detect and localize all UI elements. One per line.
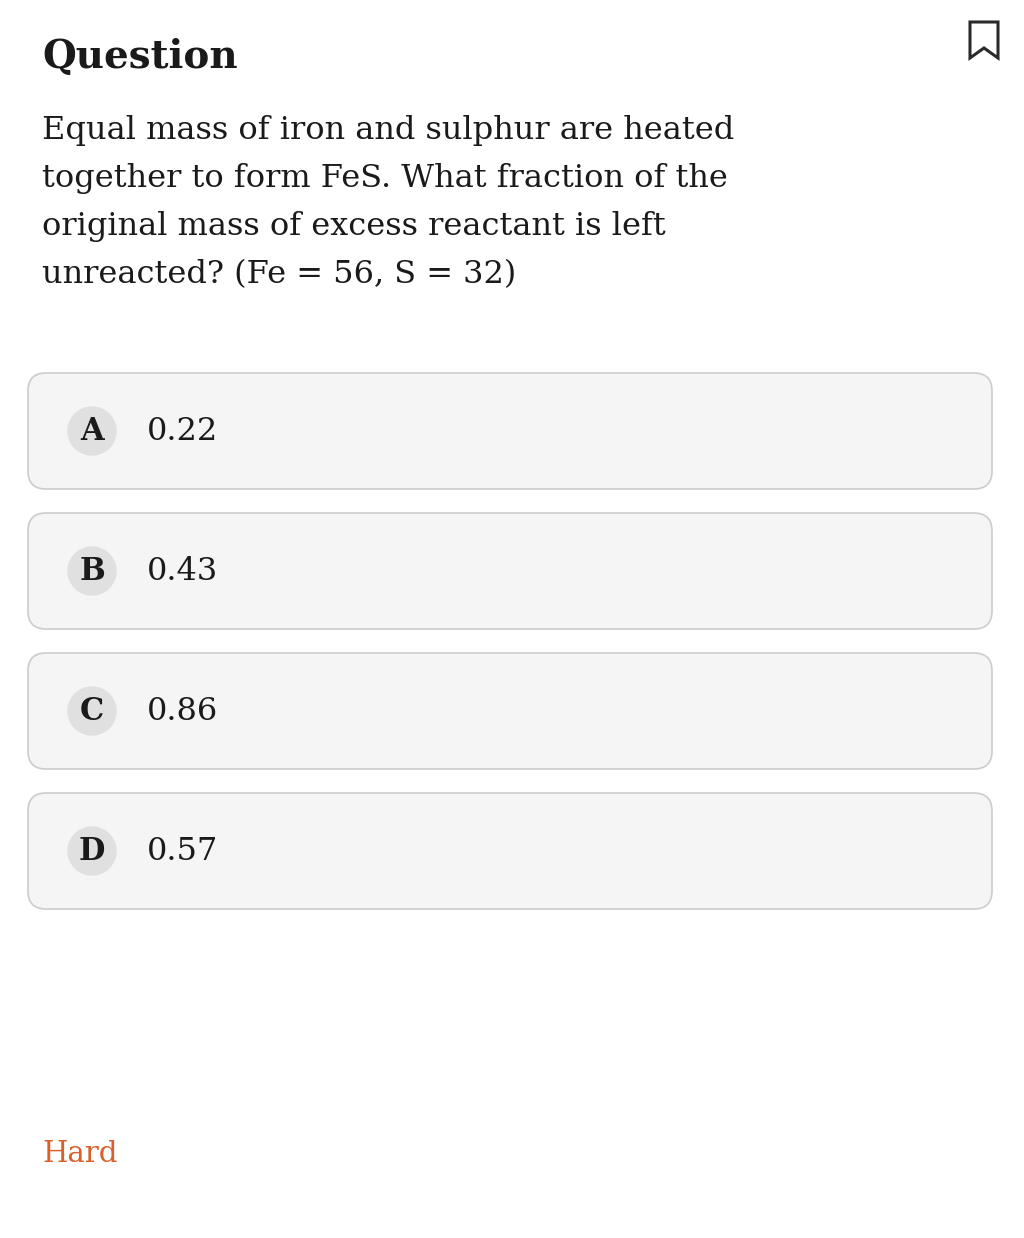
Text: 0.86: 0.86: [147, 696, 218, 727]
Text: unreacted? (Fe = 56, S = 32): unreacted? (Fe = 56, S = 32): [42, 259, 516, 290]
Text: Question: Question: [42, 38, 238, 76]
Text: 0.57: 0.57: [147, 836, 218, 867]
FancyBboxPatch shape: [28, 794, 992, 909]
Text: original mass of excess reactant is left: original mass of excess reactant is left: [42, 210, 666, 241]
FancyBboxPatch shape: [28, 652, 992, 769]
Text: together to form FeS. What fraction of the: together to form FeS. What fraction of t…: [42, 163, 728, 194]
Text: 0.22: 0.22: [147, 416, 218, 447]
Text: C: C: [80, 696, 104, 727]
Text: Hard: Hard: [42, 1140, 118, 1167]
Text: Equal mass of iron and sulphur are heated: Equal mass of iron and sulphur are heate…: [42, 115, 734, 146]
FancyBboxPatch shape: [28, 373, 992, 489]
Circle shape: [68, 547, 116, 595]
Circle shape: [68, 407, 116, 456]
Text: 0.43: 0.43: [147, 556, 218, 587]
Text: D: D: [79, 836, 105, 867]
Circle shape: [68, 827, 116, 875]
Circle shape: [68, 687, 116, 735]
FancyBboxPatch shape: [28, 513, 992, 629]
Text: A: A: [80, 416, 103, 447]
Text: B: B: [79, 556, 104, 587]
